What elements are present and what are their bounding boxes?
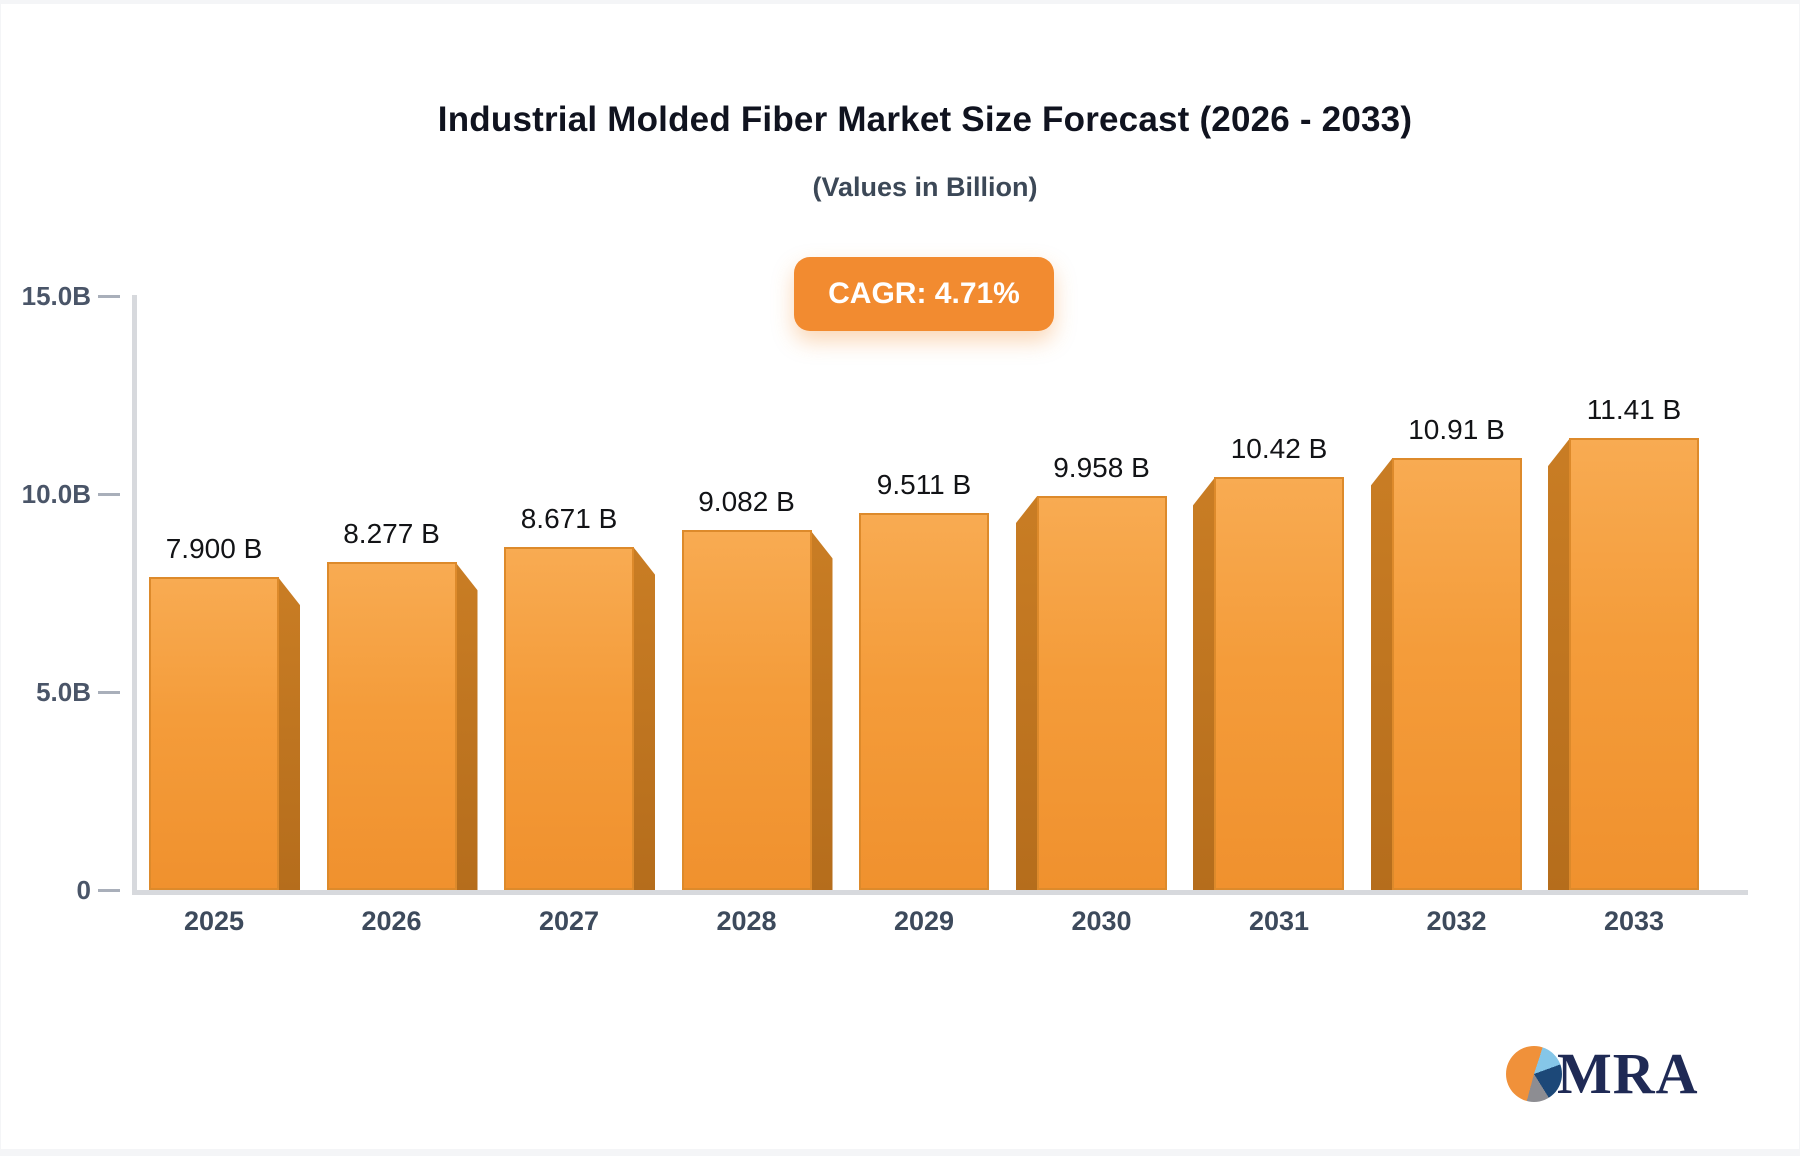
bar-2026[interactable]	[326, 562, 457, 890]
bar-side-2025	[278, 577, 300, 890]
x-axis-label-2028: 2028	[716, 906, 777, 936]
y-tick-mark	[98, 691, 120, 694]
x-axis-label-2031: 2031	[1248, 906, 1310, 936]
cagr-badge: CAGR: 4.71%	[794, 257, 1054, 331]
x-axis-line	[132, 890, 1748, 895]
bar-2030[interactable]	[1036, 495, 1167, 890]
x-axis-label-2029: 2029	[893, 906, 955, 936]
x-axis-label-2025: 2025	[183, 906, 245, 936]
y-axis-label: 10.0B	[21, 479, 91, 509]
x-axis-label-2032: 2032	[1426, 906, 1487, 936]
bar-value-label-2026: 8.277 B	[343, 518, 440, 550]
bar-side-2028	[810, 530, 833, 890]
chart-title: Industrial Molded Fiber Market Size Fore…	[437, 100, 1413, 139]
x-axis-label-2030: 2030	[1071, 906, 1132, 936]
bar-2032[interactable]	[1391, 457, 1522, 890]
bar-side-2026	[455, 562, 478, 890]
y-axis-label: 15.0B	[21, 281, 91, 311]
x-axis-label-2026: 2026	[361, 906, 422, 936]
bar-2033[interactable]	[1569, 438, 1699, 890]
bar-value-label-2028: 9.082 B	[698, 486, 795, 518]
bar-value-label-2032: 10.91 B	[1408, 413, 1505, 445]
brand-logo: MRA	[1506, 1040, 1699, 1107]
y-tick-mark	[98, 889, 120, 892]
y-tick-mark	[98, 493, 120, 496]
x-axis-label-2033: 2033	[1603, 906, 1665, 936]
bar-value-label-2025: 7.900 B	[165, 533, 263, 565]
bar-side-2027	[633, 546, 655, 890]
chart-subtitle: (Values in Billion)	[812, 172, 1038, 202]
bar-value-label-2031: 10.42 B	[1230, 433, 1328, 465]
bar-value-label-2030: 9.958 B	[1053, 451, 1150, 483]
bar-value-label-2029: 9.511 B	[876, 469, 972, 501]
y-tick-mark	[98, 295, 120, 298]
bar-2029[interactable]	[859, 513, 989, 890]
bar-2025[interactable]	[149, 577, 279, 890]
bar-2027[interactable]	[504, 546, 634, 890]
y-axis-label: 5.0B	[36, 677, 91, 707]
bar-value-label-2033: 11.41 B	[1586, 394, 1682, 426]
bar-2028[interactable]	[681, 530, 812, 890]
bar-side-2031	[1193, 477, 1215, 890]
y-axis-line	[132, 295, 137, 892]
y-axis-label: 0	[76, 875, 91, 905]
bar-side-2032	[1370, 457, 1393, 890]
pie-chart-logo-icon	[1506, 1045, 1562, 1102]
x-axis-label-2027: 2027	[538, 906, 600, 936]
bar-side-2030	[1015, 495, 1038, 890]
chart-card: Industrial Molded Fiber Market Size Fore…	[1, 4, 1799, 1149]
brand-logo-text: MRA	[1557, 1041, 1699, 1106]
bar-side-2033	[1548, 438, 1570, 890]
bar-2031[interactable]	[1214, 477, 1344, 890]
bar-value-label-2027: 8.671 B	[520, 502, 618, 534]
